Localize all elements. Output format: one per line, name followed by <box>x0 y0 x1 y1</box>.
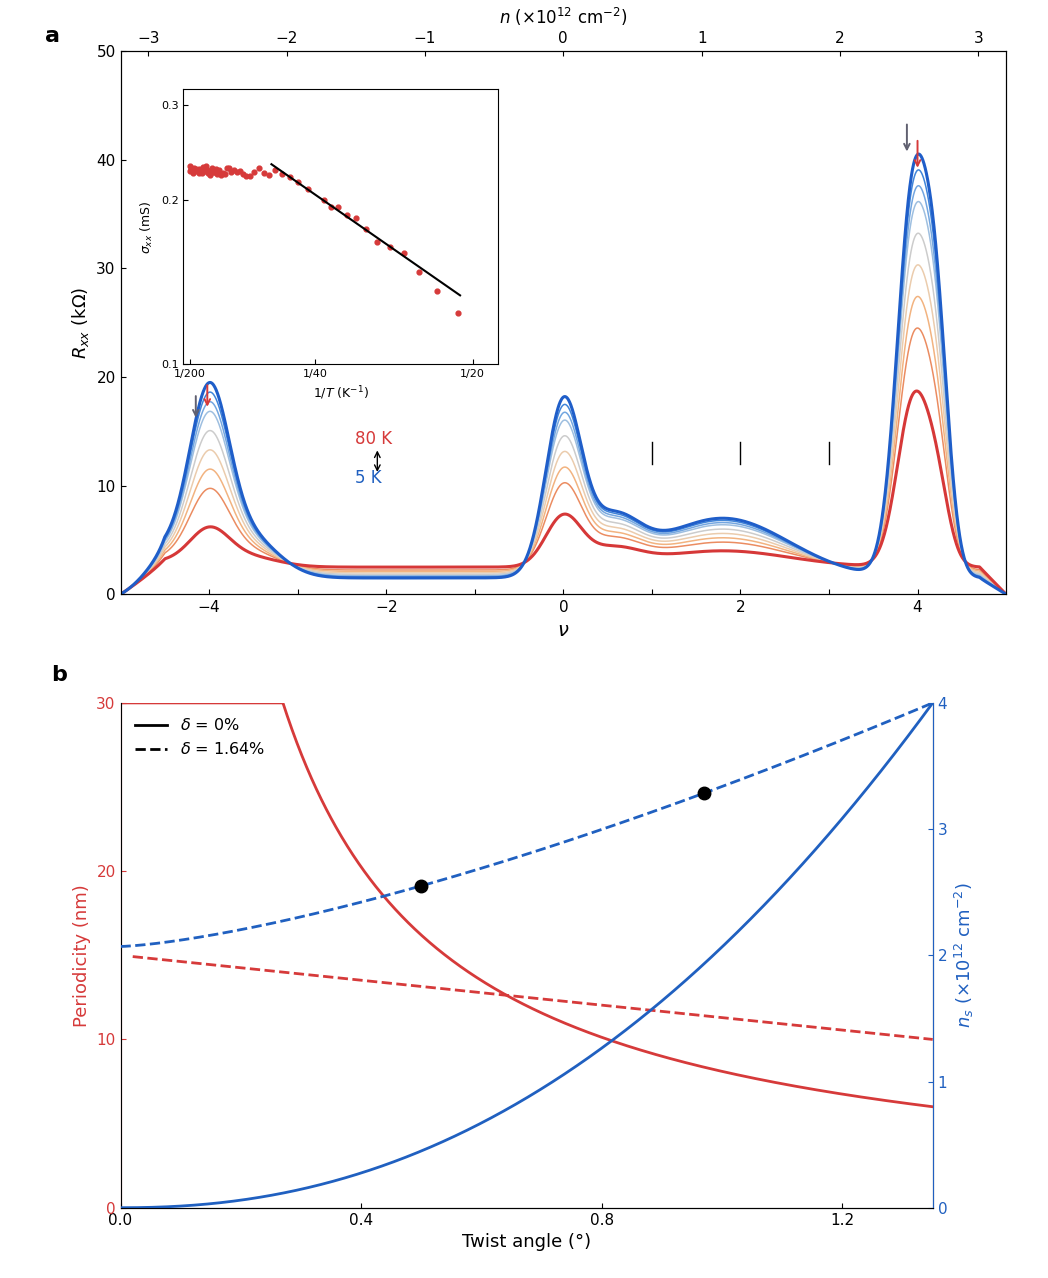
Point <box>187 158 203 179</box>
Point <box>197 156 214 176</box>
Y-axis label: $n_s$ ($\times$10$^{12}$ cm$^{-2}$): $n_s$ ($\times$10$^{12}$ cm$^{-2}$) <box>953 882 976 1029</box>
Point <box>281 167 298 188</box>
X-axis label: $n$ ($\times$10$^{12}$ cm$^{-2}$): $n$ ($\times$10$^{12}$ cm$^{-2}$) <box>499 6 628 28</box>
Point <box>205 162 222 183</box>
Point <box>192 160 209 180</box>
Point <box>235 164 252 184</box>
Point <box>188 158 204 179</box>
Point <box>204 161 221 181</box>
Point <box>190 162 206 183</box>
Point <box>213 165 230 185</box>
Point <box>246 162 263 183</box>
Point <box>348 207 365 227</box>
Point <box>250 158 267 179</box>
X-axis label: $\nu$: $\nu$ <box>558 621 569 640</box>
Point <box>411 262 428 282</box>
Point <box>189 160 205 180</box>
Point <box>223 162 240 183</box>
Point <box>256 162 272 183</box>
Point <box>191 158 208 179</box>
Point <box>228 162 245 183</box>
Point <box>181 160 198 180</box>
Point <box>196 161 213 181</box>
Point <box>381 236 398 257</box>
Point <box>300 179 316 199</box>
Point <box>209 164 225 184</box>
Point <box>198 160 215 180</box>
Text: b: b <box>51 666 67 685</box>
Point <box>195 160 212 180</box>
Text: 80 K: 80 K <box>355 431 392 449</box>
Point <box>357 219 374 239</box>
Point <box>225 160 242 180</box>
Point <box>190 160 206 180</box>
Point <box>214 162 231 183</box>
Point <box>182 160 199 180</box>
Point <box>261 165 278 185</box>
Point <box>194 156 211 176</box>
Point <box>339 204 355 225</box>
Legend: $\delta$ = 0%, $\delta$ = 1.64%: $\delta$ = 0%, $\delta$ = 1.64% <box>129 711 271 764</box>
Point <box>218 158 235 179</box>
Point <box>232 161 248 181</box>
Point <box>208 158 224 179</box>
Point <box>450 303 466 323</box>
Point <box>202 165 219 185</box>
Point <box>193 160 210 180</box>
Point <box>395 243 412 263</box>
X-axis label: 1/$T$ (K$^{-1}$): 1/$T$ (K$^{-1}$) <box>312 385 369 403</box>
Y-axis label: $R_{xx}$ (k$\Omega$): $R_{xx}$ (k$\Omega$) <box>70 286 91 359</box>
Point <box>330 197 347 217</box>
Point <box>200 161 217 181</box>
Y-axis label: $\sigma_{xx}$ (mS): $\sigma_{xx}$ (mS) <box>139 201 155 253</box>
Point <box>267 160 284 180</box>
Point <box>194 164 211 184</box>
Point <box>323 197 340 217</box>
Point <box>242 166 259 187</box>
Point <box>182 158 199 179</box>
Point <box>185 157 202 178</box>
Point <box>181 156 198 176</box>
Point <box>369 231 386 252</box>
Point <box>203 158 220 179</box>
Point <box>315 189 332 210</box>
X-axis label: Twist angle (°): Twist angle (°) <box>462 1233 591 1251</box>
Point <box>429 281 445 302</box>
Point <box>184 164 201 184</box>
Text: a: a <box>45 26 60 46</box>
Point <box>199 164 216 184</box>
Point <box>183 160 200 180</box>
Point <box>188 160 204 180</box>
Point <box>211 160 227 180</box>
Point <box>216 164 233 184</box>
Point <box>183 161 200 181</box>
Point <box>221 157 238 178</box>
Text: 5 K: 5 K <box>355 469 381 487</box>
Point <box>184 160 201 180</box>
Y-axis label: Periodicity (nm): Periodicity (nm) <box>72 884 91 1026</box>
Point <box>290 173 307 193</box>
Point <box>238 166 255 187</box>
Point <box>274 164 290 184</box>
Point <box>187 161 203 181</box>
